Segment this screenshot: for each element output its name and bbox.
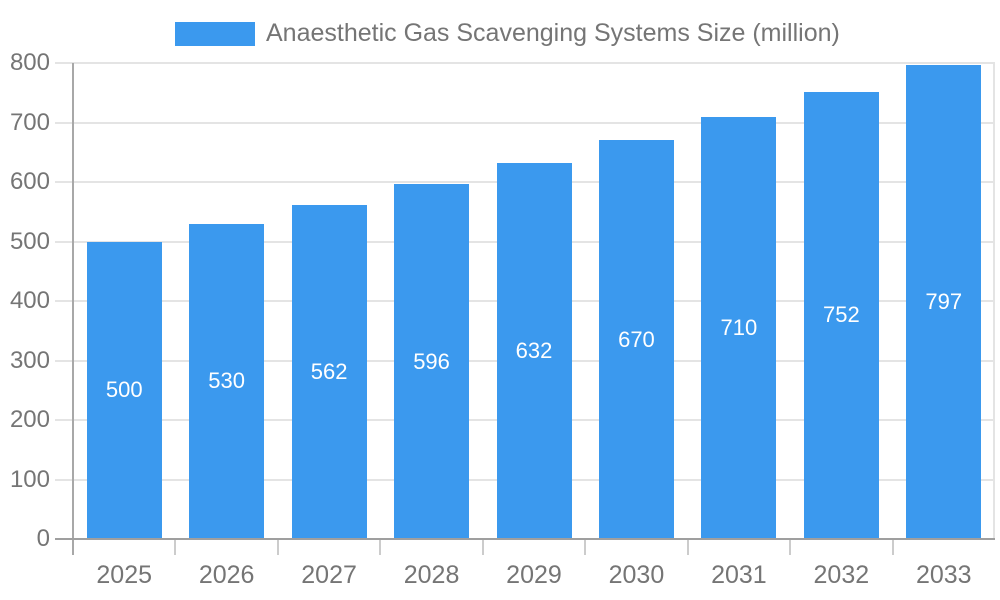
y-axis-label: 100 — [9, 465, 50, 493]
x-axis-line — [55, 538, 995, 540]
bar: 596 — [394, 184, 470, 539]
bar: 562 — [291, 204, 367, 539]
bar-value-label: 530 — [208, 368, 246, 394]
x-axis-tick — [789, 539, 792, 555]
gridline — [55, 121, 995, 124]
x-axis-label: 2029 — [506, 561, 562, 589]
x-axis-tick — [174, 539, 177, 555]
x-axis-label: 2032 — [813, 561, 870, 589]
x-axis-tick — [584, 539, 587, 555]
y-axis-label: 500 — [9, 227, 50, 255]
x-axis-tick — [276, 539, 279, 555]
x-axis-label: 2026 — [198, 561, 255, 589]
y-axis-line — [72, 63, 74, 555]
gridline — [55, 62, 995, 64]
x-axis-tick — [379, 539, 382, 555]
x-axis-label: 2031 — [711, 561, 767, 589]
y-axis-label: 600 — [9, 168, 50, 195]
x-axis-label: 2027 — [301, 561, 357, 589]
chart-legend: Anaesthetic Gas Scavenging Systems Size … — [175, 19, 840, 48]
y-axis-label: 0 — [36, 525, 50, 552]
bar: 710 — [701, 116, 777, 539]
legend-label: Anaesthetic Gas Scavenging Systems Size … — [266, 19, 840, 47]
y-axis-label: 700 — [9, 108, 50, 136]
bar: 797 — [906, 64, 982, 539]
x-axis-label: 2025 — [96, 561, 153, 589]
bar-value-label: 797 — [925, 288, 963, 314]
bar-value-label: 500 — [105, 377, 143, 403]
y-axis-label: 200 — [9, 406, 50, 433]
x-axis-tick — [481, 539, 484, 555]
x-axis-label: 2028 — [403, 561, 460, 589]
bar: 752 — [803, 91, 879, 539]
x-axis-label: 2030 — [608, 561, 665, 589]
bar-value-label: 632 — [515, 337, 553, 363]
bar-value-label: 710 — [720, 314, 758, 340]
y-axis-label: 400 — [9, 287, 50, 314]
bar: 500 — [86, 241, 162, 539]
bar-value-label: 752 — [822, 302, 860, 328]
legend-swatch — [175, 21, 255, 46]
bar-value-label: 670 — [618, 326, 655, 352]
x-axis-tick — [686, 539, 689, 555]
plot-right-border — [993, 63, 995, 539]
y-axis-label: 300 — [9, 346, 50, 374]
bar-value-label: 562 — [310, 358, 348, 384]
y-axis-label: 800 — [9, 49, 50, 76]
bar-value-label: 596 — [413, 348, 450, 374]
x-axis-tick — [891, 539, 894, 555]
bar: 632 — [496, 162, 572, 539]
x-axis-label: 2033 — [915, 561, 972, 589]
bar: 530 — [189, 223, 265, 539]
bar: 670 — [598, 140, 674, 539]
